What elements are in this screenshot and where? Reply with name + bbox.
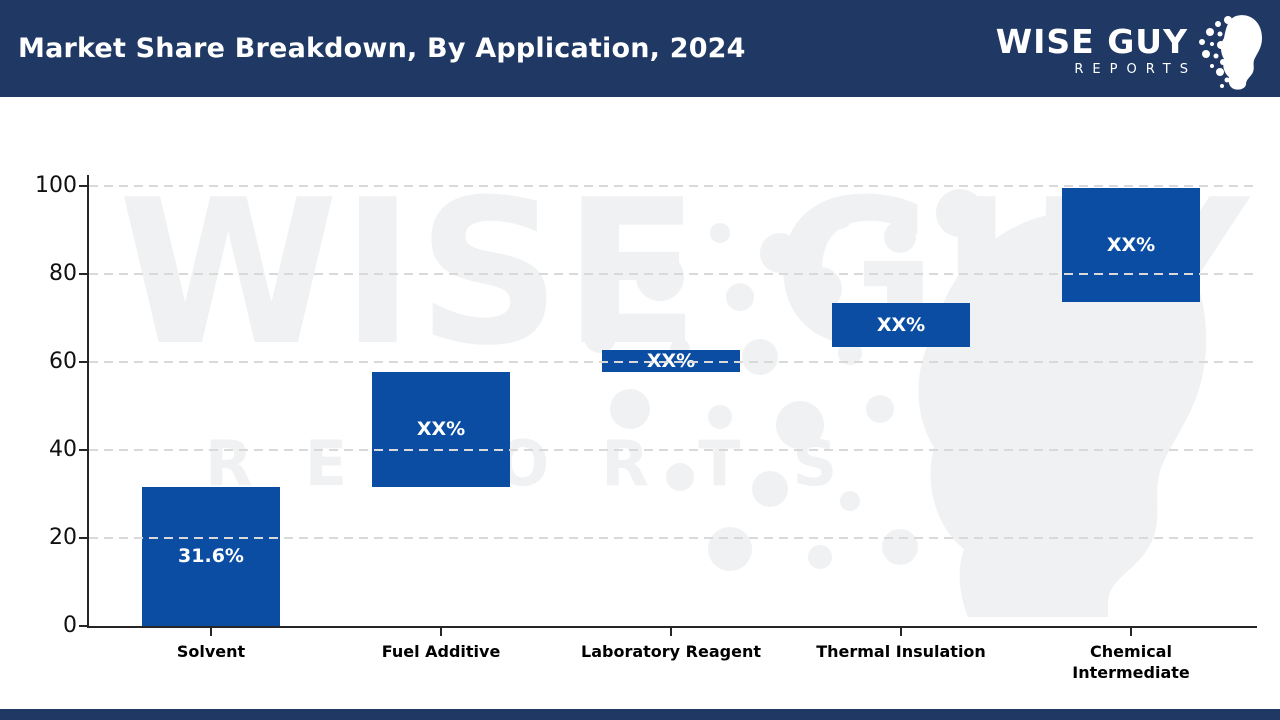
y-tick-mark: [79, 537, 87, 539]
logo-wordmark-line2: REPORTS: [1074, 62, 1197, 77]
header-banner: Market Share Breakdown, By Application, …: [0, 0, 1280, 97]
x-axis-label: Solvent: [176, 642, 246, 661]
watermark-subtext: REPORTS: [205, 427, 890, 500]
bar-value-label: XX%: [1106, 233, 1156, 256]
grid-line: [89, 185, 1255, 187]
x-tick-mark: [210, 627, 212, 636]
y-axis-line: [87, 175, 89, 628]
y-tick-label: 0: [63, 613, 77, 638]
y-tick-label: 80: [49, 261, 77, 286]
x-axis-label: Chemical Intermediate: [1072, 642, 1190, 682]
y-tick-mark: [79, 185, 87, 187]
bar-segment: XX%: [372, 371, 510, 487]
x-tick-mark: [1130, 627, 1132, 636]
logo-wordmark: WISE GUY REPORTS: [996, 24, 1188, 78]
y-tick-label: 100: [35, 173, 77, 198]
x-tick-mark: [900, 627, 902, 636]
plot-area: WISE GUY REPORTS 0: [0, 97, 1280, 709]
bar-value-label: 31.6%: [178, 545, 244, 568]
logo-wordmark-line1: WISE GUY: [995, 22, 1188, 61]
grid-line: [89, 361, 1255, 363]
y-tick-mark: [79, 273, 87, 275]
x-tick-mark: [670, 627, 672, 636]
y-tick-label: 40: [49, 437, 77, 462]
bar-value-label: XX%: [876, 314, 926, 337]
wise-guy-logo: WISE GUY REPORTS: [996, 12, 1266, 90]
grid-line: [89, 537, 1255, 539]
grid-line: [89, 273, 1255, 275]
logo-head-icon: [1199, 15, 1262, 90]
bar-value-label: XX%: [416, 418, 466, 441]
y-tick-label: 60: [49, 349, 77, 374]
bar-segment: 31.6%: [142, 486, 280, 626]
x-axis-line: [87, 626, 1257, 628]
y-tick-label: 20: [49, 525, 77, 550]
bar-segment: XX%: [1062, 187, 1200, 303]
x-axis-label: Fuel Additive: [381, 642, 501, 661]
chart-title: Market Share Breakdown, By Application, …: [18, 33, 746, 64]
x-tick-mark: [440, 627, 442, 636]
footer-bar: [0, 709, 1280, 720]
y-tick-mark: [79, 449, 87, 451]
x-axis-label: Thermal Insulation: [816, 642, 986, 661]
x-axis-label: Laboratory Reagent: [581, 642, 761, 661]
y-tick-mark: [79, 361, 87, 363]
y-tick-mark: [79, 625, 87, 627]
bar-segment: XX%: [832, 303, 970, 348]
grid-line: [89, 449, 1255, 451]
